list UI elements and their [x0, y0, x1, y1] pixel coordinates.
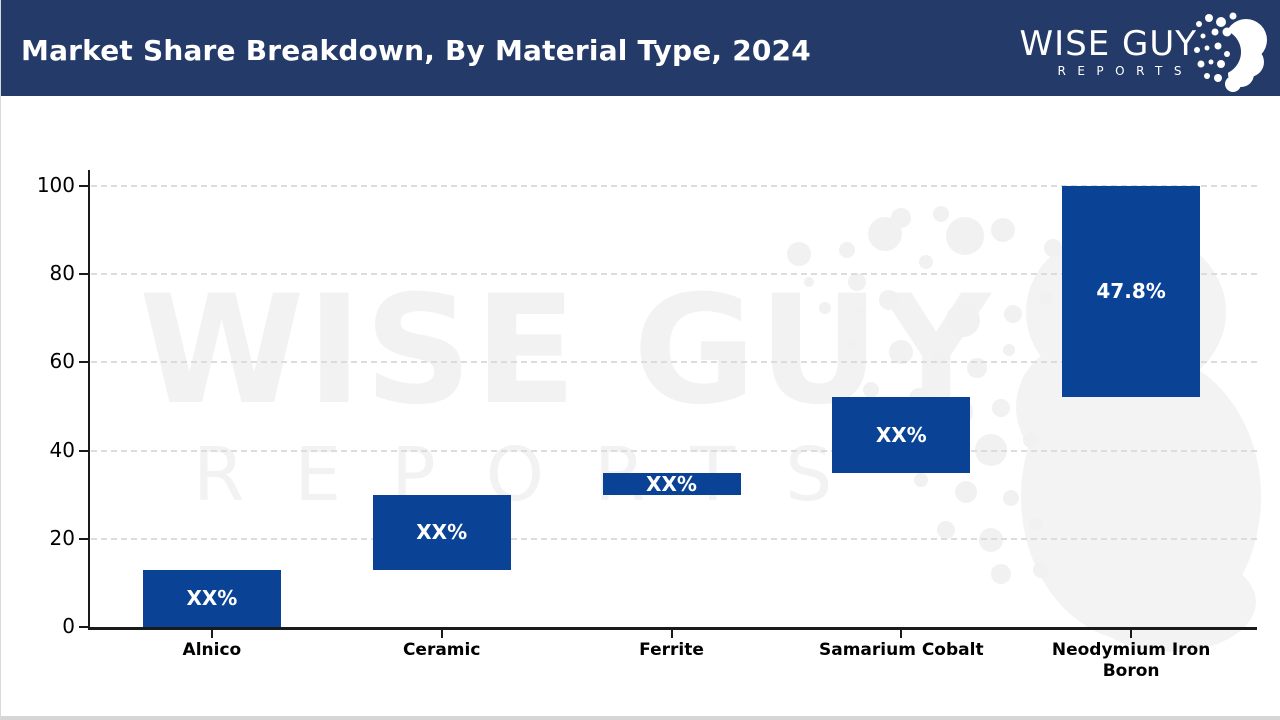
x-category-label: Alnico [182, 640, 242, 660]
header-bar: Market Share Breakdown, By Material Type… [1, 0, 1280, 96]
y-tick-mark [79, 185, 88, 187]
bar-segment: XX% [372, 494, 511, 570]
y-tick-mark [79, 537, 88, 540]
bottom-border-strip [1, 716, 1280, 720]
x-tick-mark [1130, 630, 1133, 638]
x-category-label: Samarium Cobalt [818, 640, 984, 660]
y-gridline [91, 361, 1257, 364]
logo-subtitle: REPORTS [1057, 64, 1193, 78]
x-category-label: Neodymium Iron Boron [1051, 640, 1211, 681]
y-tick-label: 0 [62, 614, 75, 638]
x-tick-mark [900, 630, 903, 638]
chart-area: WISE GUY REPORTS [1, 96, 1280, 716]
bar-value-label: XX% [416, 520, 468, 545]
bar-value-label: 47.8% [1096, 279, 1166, 304]
logo-face-icon [1194, 12, 1267, 92]
bar-segment: 47.8% [1062, 186, 1201, 397]
plot-region: 0 20 40 60 80 100 XX% Alnico XX% Ceramic XX% Ferrit… [1, 96, 1280, 716]
y-tick-label: 40 [49, 437, 75, 462]
x-tick-mark [210, 630, 213, 638]
bar-value-label: XX% [875, 422, 927, 447]
y-gridline [91, 537, 1257, 540]
bar-value-label: XX% [646, 471, 697, 496]
bar-segment: XX% [602, 471, 741, 496]
bar-segment: XX% [142, 569, 281, 627]
x-tick-mark [440, 630, 443, 638]
wiseguy-logo: WISE GUY REPORTS [1019, 6, 1269, 92]
y-tick-mark [79, 449, 88, 452]
y-tick-mark [79, 273, 88, 276]
y-axis-line [88, 170, 90, 630]
y-tick-mark [79, 361, 88, 364]
y-gridline [91, 449, 1257, 452]
y-tick-label: 80 [49, 261, 75, 286]
x-category-label: Ferrite [639, 640, 704, 660]
logo-wordmark: WISE GUY [1019, 24, 1197, 64]
bar-segment: XX% [832, 396, 971, 473]
x-tick-mark [670, 630, 673, 638]
y-gridline [91, 185, 1257, 187]
x-axis-line [88, 627, 1257, 630]
page-title: Market Share Breakdown, By Material Type… [21, 34, 811, 67]
bar-value-label: XX% [186, 586, 238, 611]
y-tick-label: 60 [49, 349, 75, 374]
y-tick-label: 20 [49, 525, 75, 550]
y-tick-label: 100 [36, 173, 75, 197]
y-gridline [91, 273, 1257, 276]
x-category-label: Ceramic [402, 640, 481, 660]
y-tick-mark [79, 626, 88, 628]
